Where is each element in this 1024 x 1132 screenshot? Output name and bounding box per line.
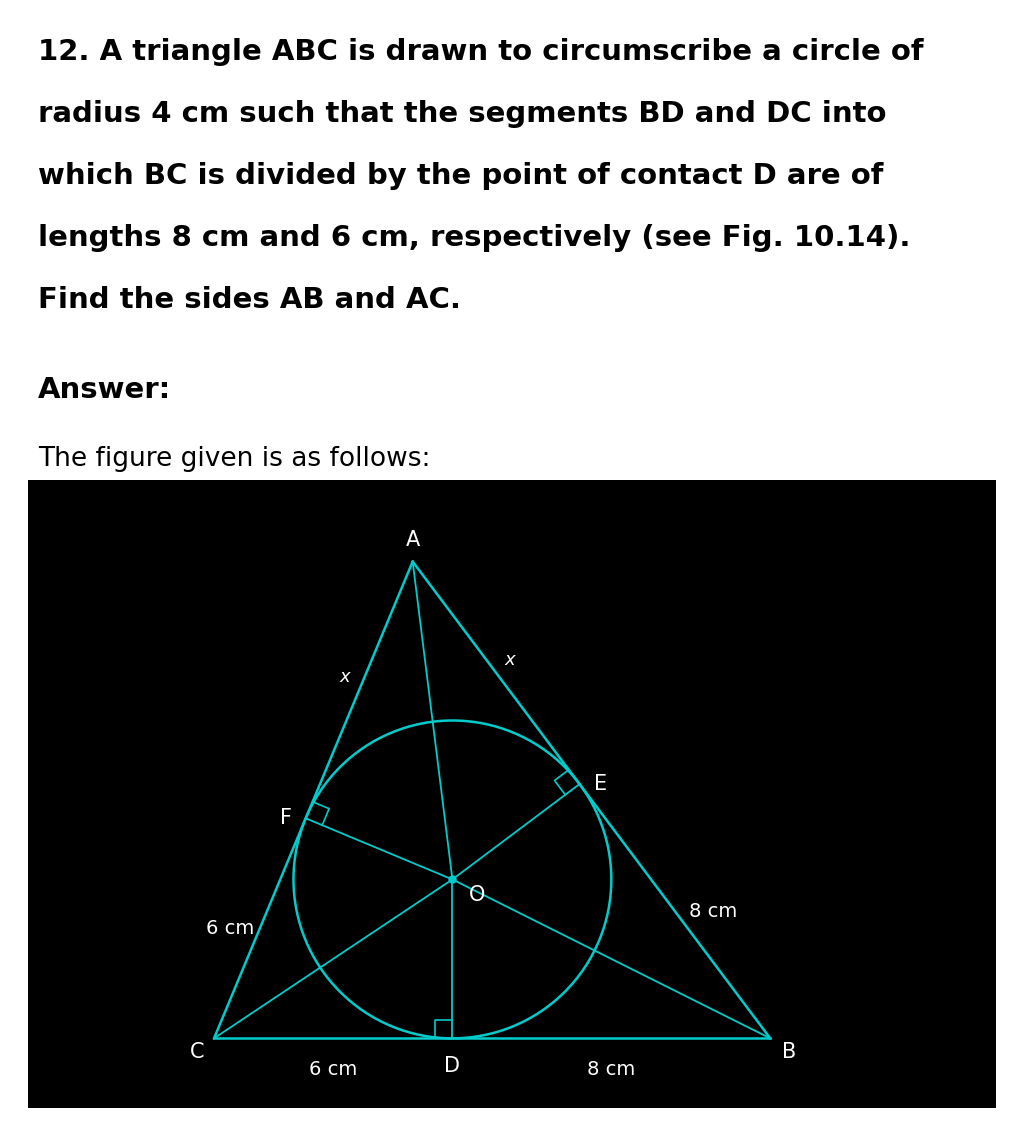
Text: O: O xyxy=(468,885,484,906)
Text: 6 cm: 6 cm xyxy=(309,1061,357,1079)
Text: 8 cm: 8 cm xyxy=(587,1061,636,1079)
Text: F: F xyxy=(280,808,292,829)
Bar xyxy=(28,480,996,1108)
Text: x: x xyxy=(340,668,350,686)
Text: lengths 8 cm and 6 cm, respectively (see Fig. 10.14).: lengths 8 cm and 6 cm, respectively (see… xyxy=(38,224,910,252)
Text: D: D xyxy=(444,1056,461,1077)
Text: C: C xyxy=(189,1043,204,1062)
Text: A: A xyxy=(406,530,420,549)
Text: Answer:: Answer: xyxy=(38,376,171,404)
Text: 8 cm: 8 cm xyxy=(689,902,737,920)
Text: Find the sides AB and AC.: Find the sides AB and AC. xyxy=(38,286,461,314)
Text: 6 cm: 6 cm xyxy=(206,919,254,937)
Text: E: E xyxy=(594,774,606,794)
Text: which BC is divided by the point of contact D are of: which BC is divided by the point of cont… xyxy=(38,162,884,190)
Text: x: x xyxy=(505,651,515,669)
Text: B: B xyxy=(782,1043,797,1062)
Text: radius 4 cm such that the segments BD and DC into: radius 4 cm such that the segments BD an… xyxy=(38,100,887,128)
Text: 12. A triangle ABC is drawn to circumscribe a circle of: 12. A triangle ABC is drawn to circumscr… xyxy=(38,38,924,66)
Text: The figure given is as follows:: The figure given is as follows: xyxy=(38,446,430,472)
